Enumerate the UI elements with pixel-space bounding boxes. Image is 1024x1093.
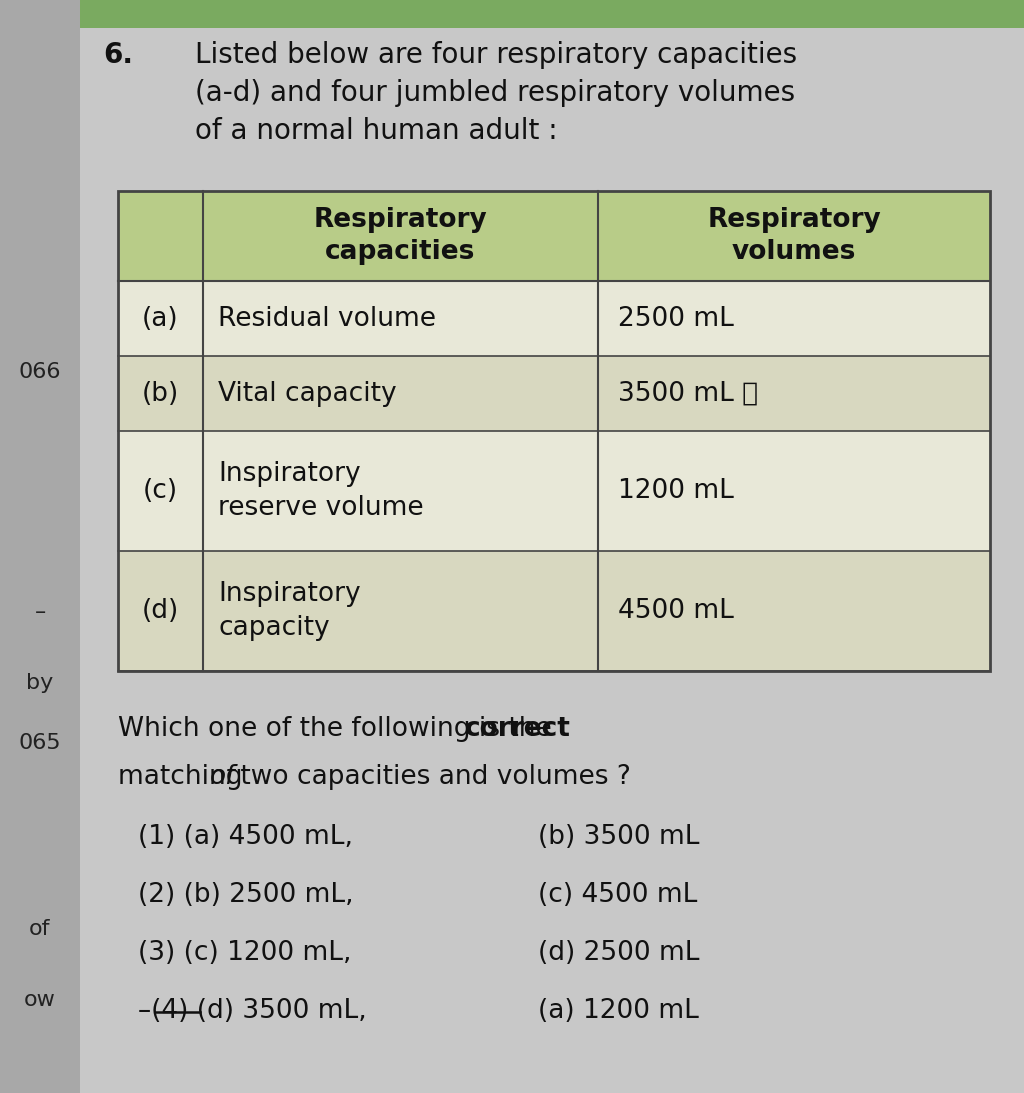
Bar bbox=[118, 281, 990, 356]
Text: (c): (c) bbox=[143, 479, 178, 504]
Text: (b) 3500 mL: (b) 3500 mL bbox=[538, 824, 699, 850]
Text: of: of bbox=[30, 919, 51, 939]
Text: (d): (d) bbox=[142, 598, 179, 624]
Bar bbox=[80, 0, 1024, 28]
Text: 2500 mL: 2500 mL bbox=[618, 306, 734, 332]
Bar bbox=[118, 356, 990, 432]
Text: of: of bbox=[210, 764, 236, 790]
Text: (a): (a) bbox=[142, 306, 179, 332]
Text: (a) 1200 mL: (a) 1200 mL bbox=[538, 998, 698, 1024]
Text: Respiratory
volumes: Respiratory volumes bbox=[708, 208, 881, 266]
Text: (c) 4500 mL: (c) 4500 mL bbox=[538, 882, 697, 908]
Text: 1200 mL: 1200 mL bbox=[618, 479, 734, 504]
Text: 066: 066 bbox=[18, 362, 61, 381]
Text: (3) (c) 1200 mL,: (3) (c) 1200 mL, bbox=[138, 940, 351, 966]
Text: by: by bbox=[27, 673, 53, 693]
Bar bbox=[118, 191, 990, 281]
Text: of a normal human adult :: of a normal human adult : bbox=[195, 117, 558, 144]
Text: Listed below are four respiratory capacities: Listed below are four respiratory capaci… bbox=[195, 40, 797, 69]
Text: 6.: 6. bbox=[103, 40, 133, 69]
Text: Vital capacity: Vital capacity bbox=[218, 380, 396, 407]
Bar bbox=[0, 0, 80, 1093]
Text: –(4) (d) 3500 mL,: –(4) (d) 3500 mL, bbox=[138, 998, 367, 1024]
Text: 065: 065 bbox=[18, 733, 61, 753]
Bar bbox=[118, 551, 990, 671]
Text: Residual volume: Residual volume bbox=[218, 306, 436, 332]
Text: (d) 2500 mL: (d) 2500 mL bbox=[538, 940, 699, 966]
Text: Respiratory
capacities: Respiratory capacities bbox=[313, 208, 487, 266]
Text: (2) (b) 2500 mL,: (2) (b) 2500 mL, bbox=[138, 882, 353, 908]
Text: two capacities and volumes ?: two capacities and volumes ? bbox=[232, 764, 631, 790]
Text: ow: ow bbox=[24, 990, 56, 1010]
Text: correct: correct bbox=[465, 716, 570, 742]
Bar bbox=[118, 432, 990, 551]
Text: 4500 mL: 4500 mL bbox=[618, 598, 734, 624]
Bar bbox=[118, 191, 990, 671]
Text: Which one of the following is the: Which one of the following is the bbox=[118, 716, 560, 742]
Text: (1) (a) 4500 mL,: (1) (a) 4500 mL, bbox=[138, 824, 353, 850]
Text: Inspiratory
capacity: Inspiratory capacity bbox=[218, 581, 360, 642]
Text: 3500 mL ⓐ: 3500 mL ⓐ bbox=[618, 380, 758, 407]
Text: –: – bbox=[35, 602, 46, 622]
Text: matching: matching bbox=[118, 764, 251, 790]
Text: (a-d) and four jumbled respiratory volumes: (a-d) and four jumbled respiratory volum… bbox=[195, 79, 795, 107]
Text: Inspiratory
reserve volume: Inspiratory reserve volume bbox=[218, 461, 424, 521]
Text: (b): (b) bbox=[142, 380, 179, 407]
